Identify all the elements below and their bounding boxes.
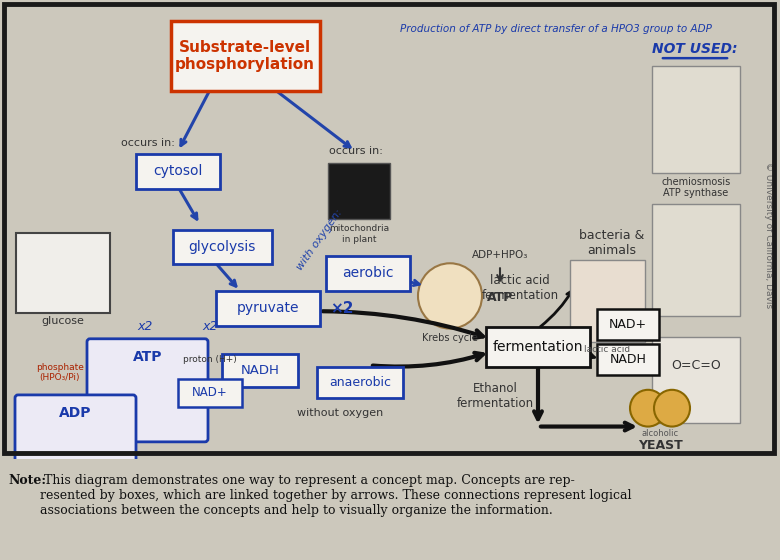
Text: This diagram demonstrates one way to represent a concept map. Concepts are rep-
: This diagram demonstrates one way to rep… — [40, 474, 632, 517]
FancyBboxPatch shape — [178, 379, 242, 407]
Text: alcoholic: alcoholic — [641, 428, 679, 437]
FancyBboxPatch shape — [317, 367, 403, 398]
Text: NAD+: NAD+ — [192, 386, 228, 399]
Text: Krebs cycle: Krebs cycle — [422, 333, 478, 343]
FancyBboxPatch shape — [326, 256, 410, 291]
FancyBboxPatch shape — [328, 164, 390, 220]
Text: NADH: NADH — [609, 353, 647, 366]
Text: ATP: ATP — [133, 350, 163, 364]
Text: glucose: glucose — [41, 316, 84, 326]
Text: glycolysis: glycolysis — [188, 240, 256, 254]
FancyBboxPatch shape — [597, 309, 659, 340]
Circle shape — [418, 263, 482, 329]
Text: NAD+: NAD+ — [609, 318, 647, 331]
FancyBboxPatch shape — [171, 21, 320, 91]
Text: x2: x2 — [202, 320, 218, 333]
FancyBboxPatch shape — [216, 291, 320, 325]
Text: pyruvate: pyruvate — [237, 301, 300, 315]
Text: without oxygen: without oxygen — [297, 408, 383, 418]
FancyBboxPatch shape — [16, 232, 110, 313]
FancyBboxPatch shape — [570, 260, 645, 342]
FancyBboxPatch shape — [652, 337, 740, 423]
FancyBboxPatch shape — [222, 354, 298, 387]
Text: mitochondria
in plant: mitochondria in plant — [329, 225, 389, 244]
Text: YEAST: YEAST — [637, 439, 682, 452]
Text: chemiosmosis
ATP synthase: chemiosmosis ATP synthase — [661, 176, 731, 198]
Text: ADP+HPO₃: ADP+HPO₃ — [472, 250, 528, 260]
Text: anaerobic: anaerobic — [329, 376, 391, 389]
Circle shape — [654, 390, 690, 427]
Text: O=C=O: O=C=O — [671, 359, 721, 372]
Text: cytosol: cytosol — [154, 165, 203, 179]
FancyBboxPatch shape — [87, 339, 208, 442]
Text: ADP: ADP — [58, 407, 91, 420]
FancyBboxPatch shape — [15, 395, 136, 498]
Text: with oxygen:: with oxygen: — [296, 208, 345, 272]
Text: phosphate
(HPO₃/Pi): phosphate (HPO₃/Pi) — [36, 363, 84, 382]
FancyBboxPatch shape — [136, 154, 220, 189]
Text: ATP: ATP — [487, 291, 513, 305]
Text: Production of ATP by direct transfer of a HPO3 group to ADP: Production of ATP by direct transfer of … — [400, 24, 712, 34]
FancyBboxPatch shape — [652, 66, 740, 174]
Text: occurs in:: occurs in: — [329, 146, 383, 156]
Text: x2: x2 — [137, 320, 153, 333]
FancyBboxPatch shape — [597, 344, 659, 375]
Text: © University of California, Davis: © University of California, Davis — [764, 162, 772, 308]
Text: Ethanol
fermentation: Ethanol fermentation — [456, 382, 534, 410]
Text: ×2: ×2 — [330, 301, 353, 316]
Text: Note:: Note: — [8, 474, 46, 487]
Text: NADH: NADH — [240, 364, 279, 377]
Text: occurs in:: occurs in: — [121, 138, 175, 148]
Text: NOT USED:: NOT USED: — [652, 42, 738, 56]
Text: proton (H+): proton (H+) — [183, 354, 237, 363]
Text: bacteria &
animals: bacteria & animals — [580, 229, 645, 257]
FancyBboxPatch shape — [486, 327, 590, 367]
Text: lactic acid: lactic acid — [584, 345, 630, 354]
Text: aerobic: aerobic — [342, 267, 394, 281]
FancyBboxPatch shape — [652, 204, 740, 316]
Text: fermentation: fermentation — [493, 340, 583, 354]
FancyBboxPatch shape — [172, 230, 271, 264]
Text: Substrate-level
phosphorylation: Substrate-level phosphorylation — [175, 40, 315, 72]
Circle shape — [630, 390, 666, 427]
Text: lactic acid
fermentation: lactic acid fermentation — [481, 274, 558, 302]
